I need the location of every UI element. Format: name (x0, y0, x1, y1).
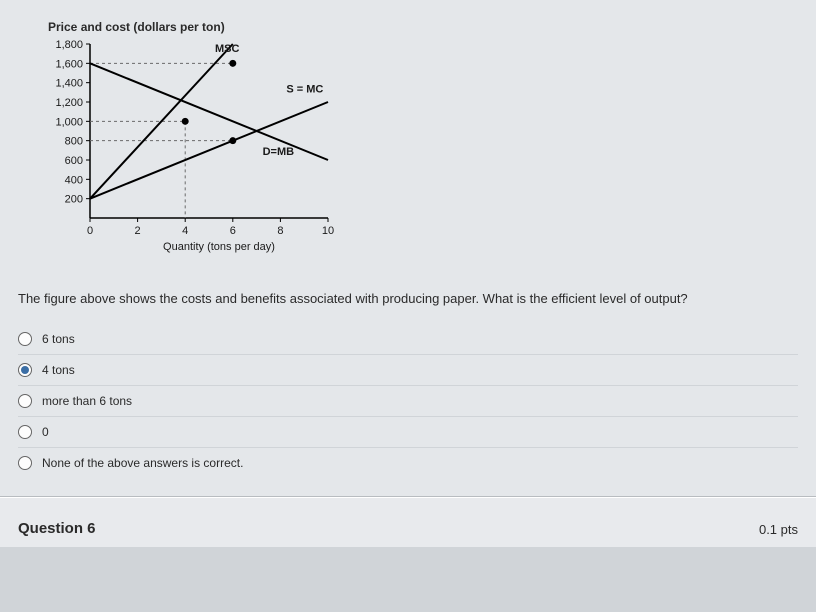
next-question-header: Question 6 0.1 pts (0, 497, 816, 547)
svg-text:0: 0 (87, 225, 93, 237)
next-question-points: 0.1 pts (759, 522, 798, 537)
radio-icon[interactable] (18, 394, 32, 408)
chart-container: Price and cost (dollars per ton) 1,8001,… (48, 20, 798, 261)
answer-option[interactable]: 4 tons (18, 354, 798, 385)
option-label: 4 tons (42, 363, 75, 377)
option-label: 0 (42, 425, 49, 439)
chart-y-title: Price and cost (dollars per ton) (48, 20, 798, 34)
svg-text:200: 200 (65, 194, 83, 206)
answer-option[interactable]: 6 tons (18, 324, 798, 354)
svg-text:600: 600 (65, 155, 83, 167)
svg-text:1,600: 1,600 (55, 58, 83, 70)
svg-text:1,800: 1,800 (55, 39, 83, 51)
option-label: None of the above answers is correct. (42, 456, 243, 470)
svg-text:Quantity (tons per day): Quantity (tons per day) (163, 241, 275, 253)
radio-icon[interactable] (18, 456, 32, 470)
answer-option[interactable]: more than 6 tons (18, 385, 798, 416)
svg-text:4: 4 (182, 225, 188, 237)
answer-option[interactable]: None of the above answers is correct. (18, 447, 798, 478)
option-label: 6 tons (42, 332, 75, 346)
option-label: more than 6 tons (42, 394, 132, 408)
radio-icon[interactable] (18, 425, 32, 439)
radio-icon[interactable] (18, 332, 32, 346)
chart-svg: 1,800 1,600 1,400 1,200 1,000 800 600 400 200 0 2 4… (48, 38, 348, 258)
svg-text:6: 6 (230, 225, 236, 237)
svg-text:1,200: 1,200 (55, 97, 83, 109)
svg-text:10: 10 (322, 225, 334, 237)
svg-text:400: 400 (65, 174, 83, 186)
svg-text:1,400: 1,400 (55, 78, 83, 90)
question-body: Price and cost (dollars per ton) 1,8001,… (0, 0, 816, 497)
radio-icon[interactable] (18, 363, 32, 377)
svg-text:MSC: MSC (215, 43, 240, 55)
question-prompt: The figure above shows the costs and ben… (18, 291, 798, 306)
svg-text:8: 8 (277, 225, 283, 237)
answer-option[interactable]: 0 (18, 416, 798, 447)
svg-text:800: 800 (65, 136, 83, 148)
answer-options: 6 tons 4 tons more than 6 tons 0 None of the… (18, 324, 798, 478)
svg-text:1,000: 1,000 (55, 116, 83, 128)
svg-text:2: 2 (135, 225, 141, 237)
next-question-label: Question 6 (18, 520, 96, 537)
svg-text:S = MC: S = MC (286, 83, 323, 95)
svg-text:D=MB: D=MB (263, 146, 295, 158)
